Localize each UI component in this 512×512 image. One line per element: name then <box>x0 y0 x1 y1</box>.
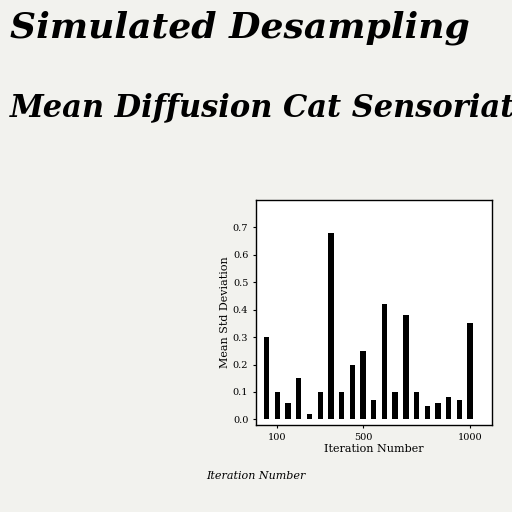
Text: Iteration Number: Iteration Number <box>206 471 306 481</box>
Bar <box>360 351 366 419</box>
Bar <box>339 392 344 419</box>
Bar <box>317 392 323 419</box>
Bar <box>350 365 355 419</box>
Bar <box>286 403 291 419</box>
Y-axis label: Mean Std Deviation: Mean Std Deviation <box>220 257 230 368</box>
X-axis label: Iteration Number: Iteration Number <box>324 444 423 454</box>
Bar <box>382 304 387 419</box>
Text: Simulated Desampling: Simulated Desampling <box>10 10 470 45</box>
Bar <box>424 406 430 419</box>
Bar <box>371 400 376 419</box>
Bar <box>264 337 269 419</box>
Bar <box>393 392 398 419</box>
Bar <box>457 400 462 419</box>
Bar <box>435 403 441 419</box>
Bar <box>307 414 312 419</box>
Bar <box>296 378 302 419</box>
Bar <box>328 232 334 419</box>
Text: Mean Diffusion Cat Sensoriation: Mean Diffusion Cat Sensoriation <box>10 92 512 123</box>
Bar <box>467 323 473 419</box>
Bar <box>403 315 409 419</box>
Bar <box>414 392 419 419</box>
Bar <box>446 397 452 419</box>
Bar <box>275 392 280 419</box>
